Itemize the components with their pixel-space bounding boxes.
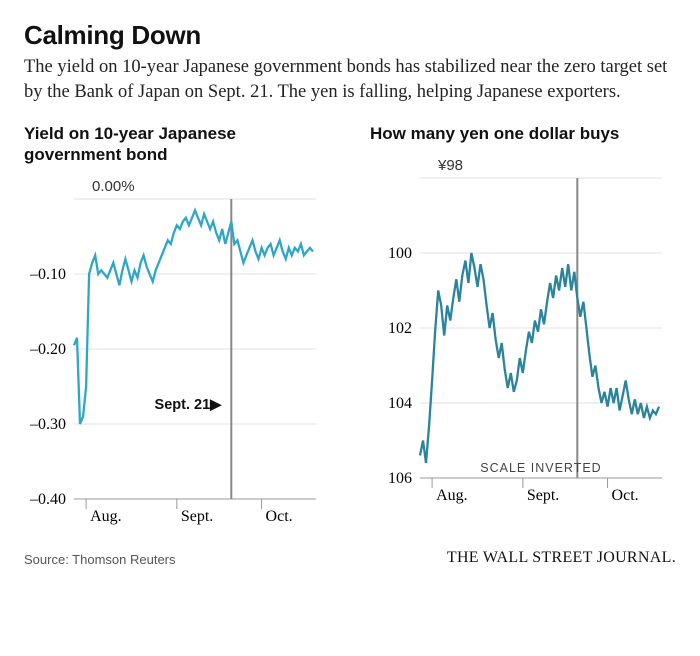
charts-row: Yield on 10-year Japanese government bon…	[24, 123, 676, 534]
brand-line: THE WALL STREET JOURNAL.	[447, 549, 676, 567]
footer: Source: Thomson Reuters THE WALL STREET …	[24, 549, 676, 567]
ytick-label: 106	[388, 470, 412, 487]
ytick-label: 100	[388, 245, 412, 262]
right-chart-svg: 100 102 104 106 ¥98 Aug. Sept. Oct. SCALE INVERT…	[370, 152, 670, 512]
right-chart-block: How many yen one dollar buys 10010210410…	[370, 123, 676, 534]
y-first-tick-label: 0.00%	[92, 178, 135, 195]
ytick-label: –0.20	[29, 341, 66, 358]
scale-inverted-note: SCALE INVERTED	[480, 461, 601, 475]
left-plot: –0.10 –0.20 –0.30 –0.40 0.00% Aug. Sept. Oct. Se…	[24, 173, 330, 533]
subhead: The yield on 10-year Japanese government…	[24, 55, 676, 105]
ytick-label: 104	[388, 395, 412, 412]
left-chart-svg: –0.10 –0.20 –0.30 –0.40 0.00% Aug. Sept. Oct. Se…	[24, 173, 324, 533]
sept21-label: Sept. 21▶	[155, 397, 224, 413]
right-plot: 100 102 104 106 ¥98 Aug. Sept. Oct. SCALE INVERT…	[370, 152, 676, 512]
right-chart-title: How many yen one dollar buys	[370, 123, 676, 144]
ytick-label: 102	[388, 320, 412, 337]
xtick-label: Oct.	[266, 508, 293, 525]
ytick-label: –0.30	[29, 416, 66, 433]
xtick-label: Oct.	[612, 487, 639, 504]
xtick-label: Aug.	[90, 508, 122, 525]
y-first-tick-label: ¥98	[437, 157, 463, 174]
ytick-label: –0.40	[29, 491, 66, 508]
xtick-label: Sept.	[527, 487, 559, 504]
left-chart-block: Yield on 10-year Japanese government bon…	[24, 123, 330, 534]
source-line: Source: Thomson Reuters	[24, 552, 176, 567]
xtick-label: Sept.	[181, 508, 213, 525]
xtick-label: Aug.	[436, 487, 468, 504]
series-line	[420, 253, 659, 463]
left-chart-title: Yield on 10-year Japanese government bon…	[24, 123, 330, 166]
headline: Calming Down	[24, 20, 676, 51]
ytick-label: –0.10	[29, 266, 66, 283]
series-line	[74, 211, 313, 425]
